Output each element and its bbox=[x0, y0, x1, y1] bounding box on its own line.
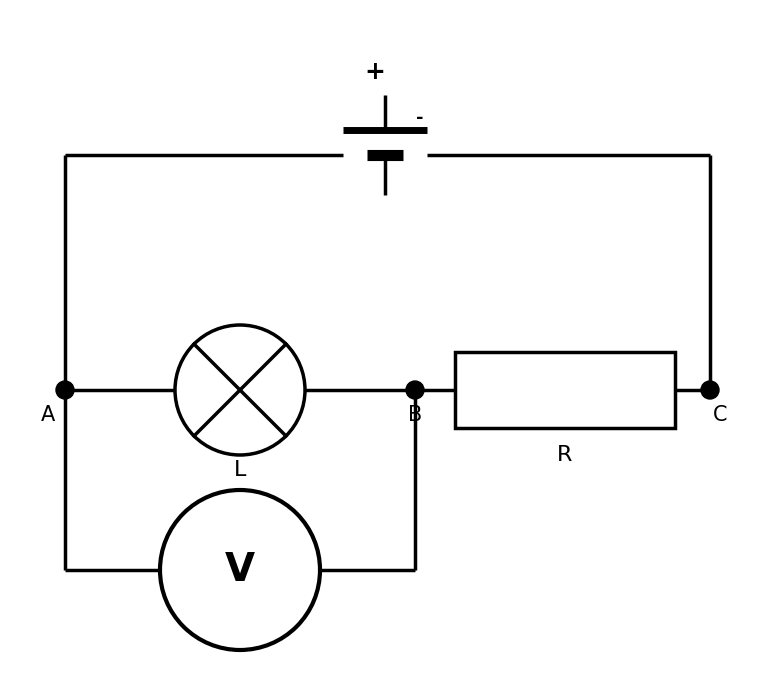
Text: +: + bbox=[364, 60, 386, 84]
Text: R: R bbox=[557, 445, 573, 465]
Text: V: V bbox=[225, 551, 255, 589]
Circle shape bbox=[56, 381, 74, 399]
Text: C: C bbox=[713, 405, 727, 425]
Circle shape bbox=[701, 381, 719, 399]
Text: B: B bbox=[408, 405, 422, 425]
Text: -: - bbox=[417, 109, 424, 127]
Circle shape bbox=[406, 381, 424, 399]
Text: A: A bbox=[41, 405, 55, 425]
Text: L: L bbox=[234, 460, 246, 480]
Bar bbox=[455, 352, 675, 428]
